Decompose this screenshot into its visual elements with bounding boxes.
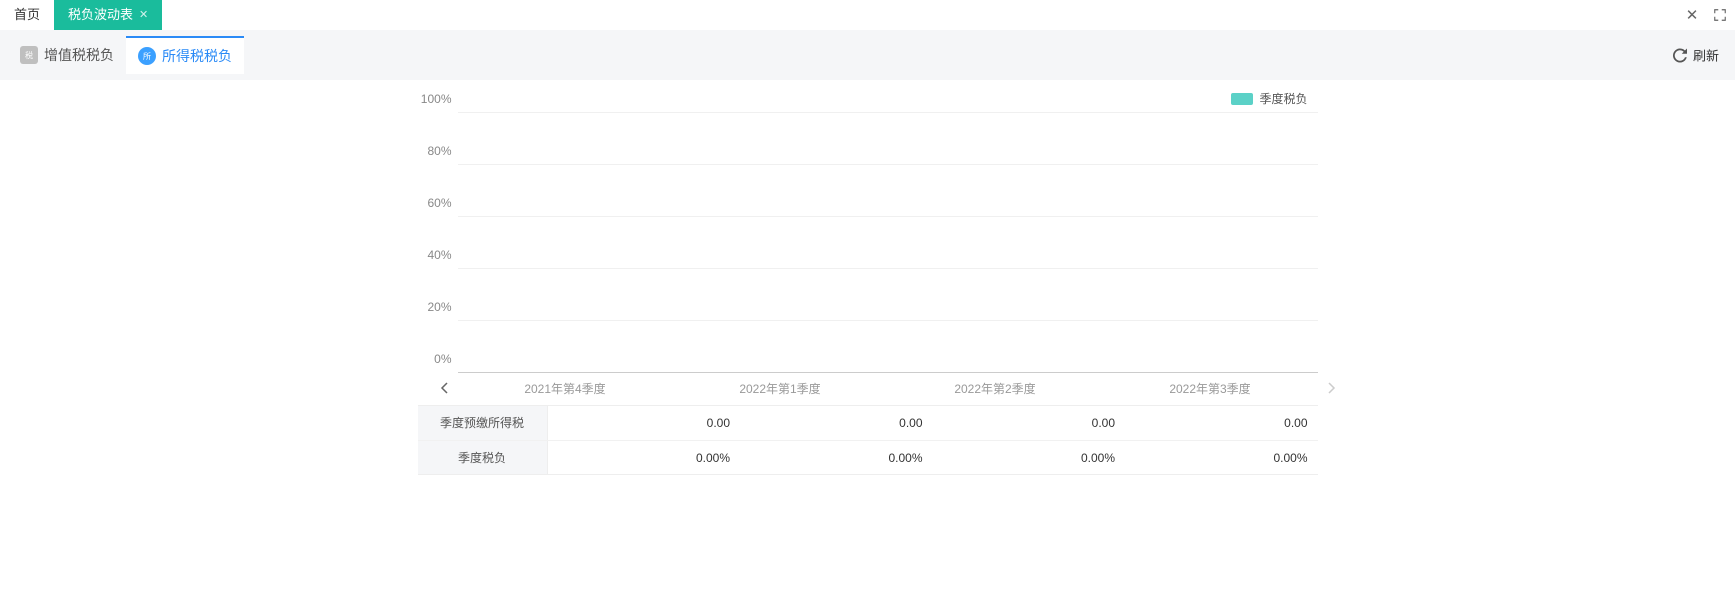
row-header: 季度预缴所得税 bbox=[418, 406, 548, 440]
gridline bbox=[458, 164, 1318, 165]
gridline bbox=[458, 112, 1318, 113]
sub-tab-bar: 税 增值税税负 所 所得税税负 刷新 bbox=[0, 30, 1735, 80]
gridline bbox=[458, 320, 1318, 321]
y-tick-label: 40% bbox=[427, 248, 451, 262]
tab-tax-fluctuation-label: 税负波动表 bbox=[68, 0, 133, 30]
data-table: 季度预缴所得税0.000.000.000.00季度税负0.00%0.00%0.0… bbox=[418, 405, 1318, 475]
x-axis-label: 2022年第3季度 bbox=[1103, 373, 1318, 405]
table-cell: 0.00% bbox=[1125, 441, 1318, 474]
tab-income-label: 所得税税负 bbox=[162, 46, 232, 66]
table-row: 季度税负0.00%0.00%0.00%0.00% bbox=[418, 440, 1318, 474]
chevron-right-icon[interactable] bbox=[1316, 381, 1346, 397]
vat-icon: 税 bbox=[20, 46, 38, 64]
table-cell: 0.00 bbox=[1125, 406, 1318, 440]
income-icon: 所 bbox=[138, 47, 156, 65]
y-tick-label: 100% bbox=[421, 92, 452, 106]
tab-tax-fluctuation[interactable]: 税负波动表 ✕ bbox=[54, 0, 162, 30]
x-axis-labels: 2021年第4季度2022年第1季度2022年第2季度2022年第3季度 bbox=[458, 373, 1318, 405]
y-tick-label: 60% bbox=[427, 196, 451, 210]
table-cell: 0.00% bbox=[740, 441, 933, 474]
table-cell: 0.00 bbox=[933, 406, 1126, 440]
y-tick-label: 0% bbox=[434, 352, 451, 366]
y-tick-label: 80% bbox=[427, 144, 451, 158]
row-cells: 0.00%0.00%0.00%0.00% bbox=[548, 441, 1318, 474]
table-cell: 0.00 bbox=[548, 406, 741, 440]
refresh-label: 刷新 bbox=[1693, 46, 1719, 65]
x-axis-label: 2021年第4季度 bbox=[458, 373, 673, 405]
table-cell: 0.00% bbox=[933, 441, 1126, 474]
tab-vat[interactable]: 税 增值税税负 bbox=[8, 37, 126, 73]
gridline bbox=[458, 268, 1318, 269]
chevron-left-icon[interactable] bbox=[430, 381, 460, 397]
chart-container: 季度税负 0%20%40%60%80%100% 2021年第4季度2022年第1… bbox=[418, 90, 1318, 475]
top-right-icons: ✕ bbox=[1683, 0, 1729, 30]
y-tick-label: 20% bbox=[427, 300, 451, 314]
tab-vat-label: 增值税税负 bbox=[44, 45, 114, 65]
row-header: 季度税负 bbox=[418, 441, 548, 474]
close-icon[interactable]: ✕ bbox=[139, 0, 148, 30]
refresh-icon bbox=[1673, 48, 1687, 62]
gridline bbox=[458, 216, 1318, 217]
chart-plot: 0%20%40%60%80%100% bbox=[458, 113, 1318, 373]
tab-income[interactable]: 所 所得税税负 bbox=[126, 36, 244, 74]
x-axis: 2021年第4季度2022年第1季度2022年第2季度2022年第3季度 bbox=[458, 373, 1318, 405]
close-panel-icon[interactable]: ✕ bbox=[1683, 6, 1701, 24]
table-row: 季度预缴所得税0.000.000.000.00 bbox=[418, 406, 1318, 440]
table-cell: 0.00 bbox=[740, 406, 933, 440]
table-cell: 0.00% bbox=[548, 441, 741, 474]
x-axis-label: 2022年第2季度 bbox=[888, 373, 1103, 405]
legend-swatch bbox=[1231, 93, 1253, 105]
chart-legend: 季度税负 bbox=[418, 90, 1318, 107]
refresh-button[interactable]: 刷新 bbox=[1673, 46, 1719, 65]
tab-home-label: 首页 bbox=[14, 0, 40, 30]
tab-home[interactable]: 首页 bbox=[0, 0, 54, 30]
legend-label: 季度税负 bbox=[1259, 90, 1307, 107]
top-tab-bar: 首页 税负波动表 ✕ ✕ bbox=[0, 0, 1735, 30]
fullscreen-icon[interactable] bbox=[1711, 6, 1729, 24]
x-axis-label: 2022年第1季度 bbox=[673, 373, 888, 405]
row-cells: 0.000.000.000.00 bbox=[548, 406, 1318, 440]
